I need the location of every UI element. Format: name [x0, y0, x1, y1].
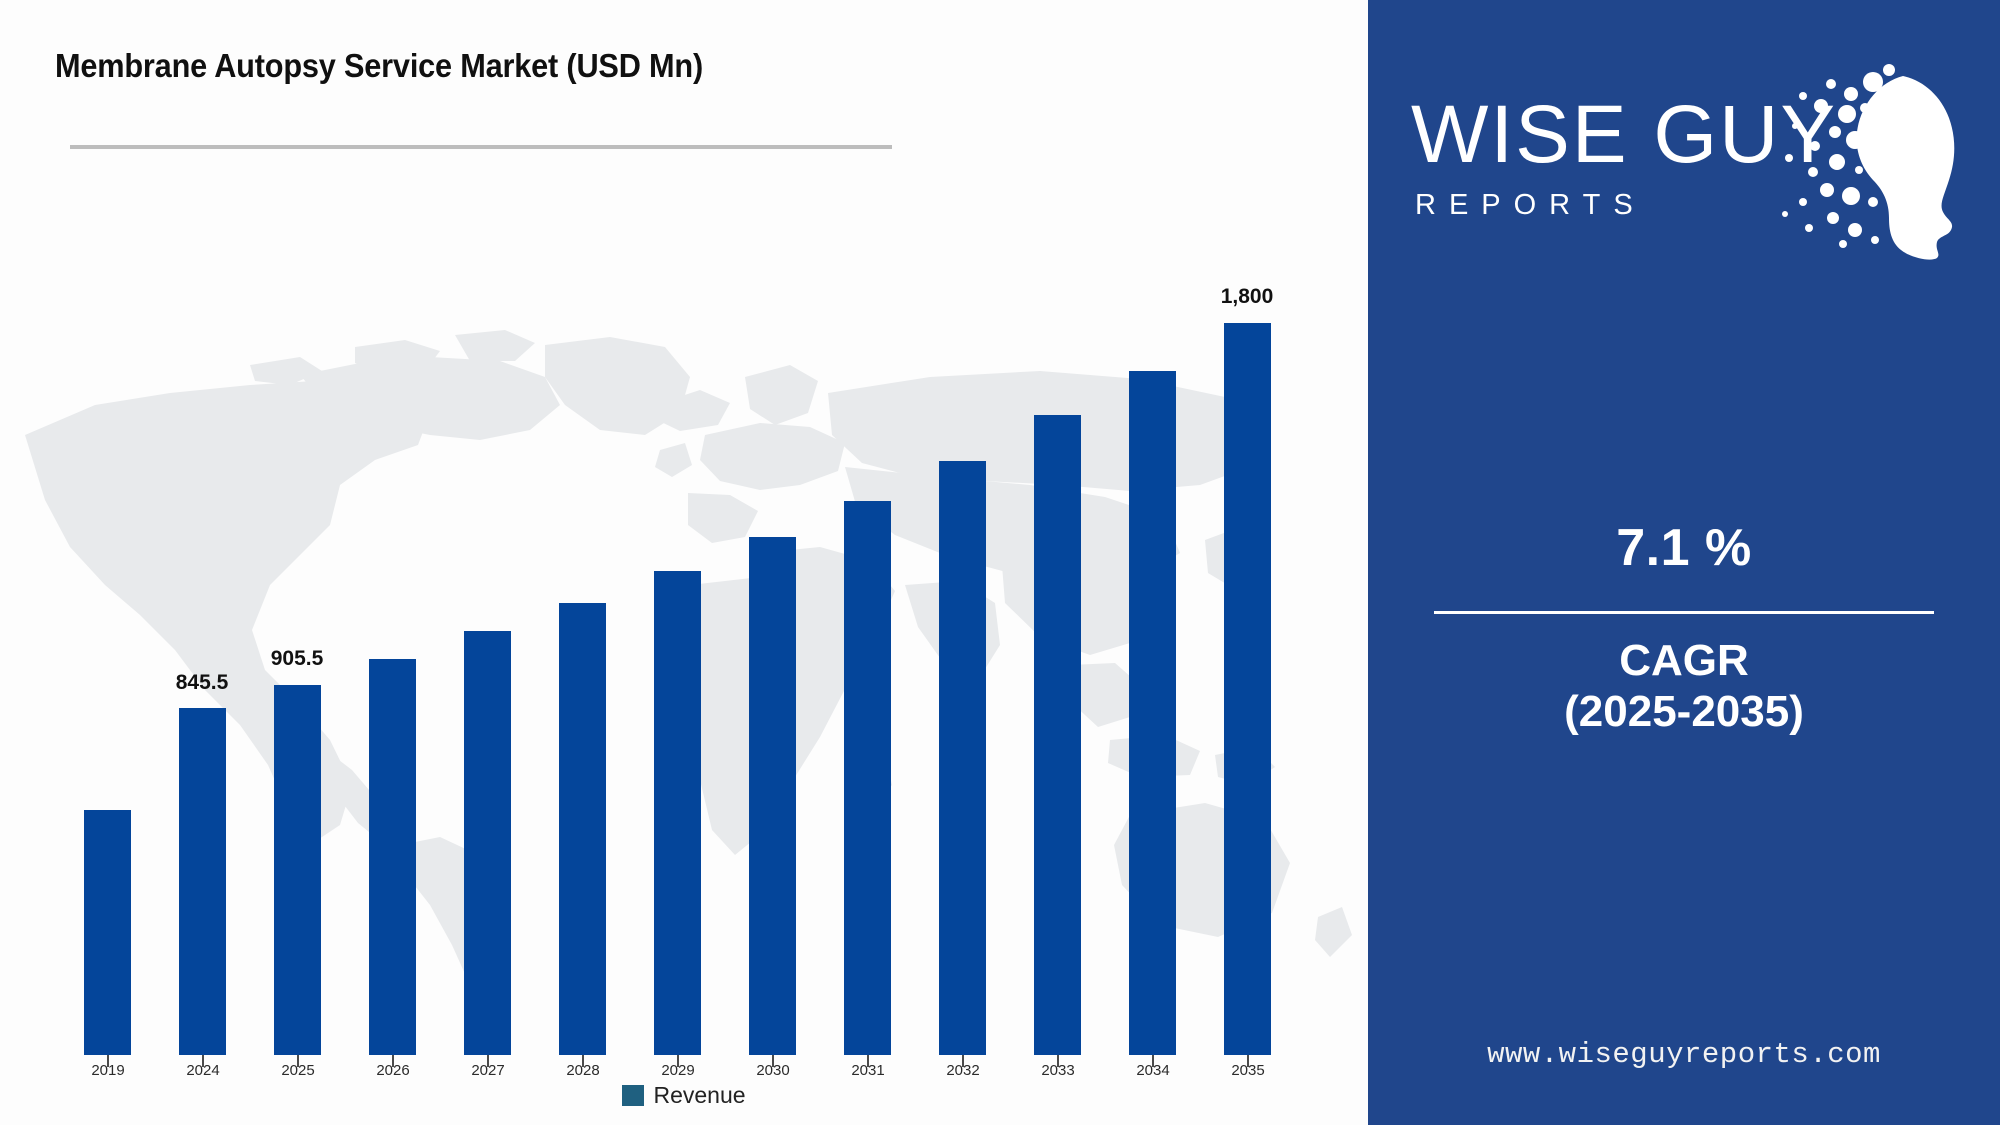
- bar-value-label-2024: 845.5: [175, 671, 229, 694]
- axis-tick-2025: [297, 1055, 299, 1067]
- axis-label-2032: 2032: [946, 1062, 980, 1079]
- site-url[interactable]: www.wiseguyreports.com: [1487, 1038, 1881, 1071]
- bar-2033[interactable]: [1034, 415, 1081, 1055]
- cagr-caption: CAGR (2025-2035): [1368, 636, 2000, 737]
- cagr-caption-line1: CAGR: [1619, 636, 1749, 686]
- axis-tick-2029: [677, 1055, 679, 1067]
- axis-tick-2032: [962, 1055, 964, 1067]
- cagr-caption-line2: (2025-2035): [1564, 686, 1804, 736]
- bar-value-label-2035: 1,800: [1220, 285, 1274, 308]
- bar-2031[interactable]: [844, 501, 891, 1055]
- bar-2028[interactable]: [559, 603, 606, 1055]
- axis-label-2026: 2026: [376, 1062, 410, 1079]
- cagr-value: 7.1 %: [1616, 519, 1752, 577]
- bar-value-label-2025: 905.5: [270, 647, 324, 670]
- bar-2035[interactable]: [1224, 323, 1271, 1055]
- axis-tick-2028: [582, 1055, 584, 1067]
- axis-label-2029: 2029: [661, 1062, 695, 1079]
- axis-label-2024: 2024: [186, 1062, 220, 1079]
- legend-swatch-icon: [622, 1085, 645, 1106]
- chart-legend[interactable]: Revenue: [0, 1082, 1368, 1109]
- axis-label-2019: 2019: [91, 1062, 125, 1079]
- title-divider: [70, 145, 892, 149]
- cagr-divider: [1434, 611, 1934, 615]
- bar-2027[interactable]: [464, 631, 511, 1055]
- axis-tick-2024: [202, 1055, 204, 1067]
- axis-tick-2034: [1152, 1055, 1154, 1067]
- page-title: Membrane Autopsy Service Market (USD Mn): [55, 47, 704, 84]
- bar-chart-plot: 845.5 905.5 1,800 2019 2024 2025 2026 20…: [84, 285, 1274, 1079]
- axis-label-2034: 2034: [1136, 1062, 1170, 1079]
- bar-2019[interactable]: [84, 810, 131, 1055]
- svg-text:WISE GUY: WISE GUY: [1411, 89, 1837, 180]
- bar-2034[interactable]: [1129, 371, 1176, 1055]
- bar-2029[interactable]: [654, 571, 701, 1055]
- wiseguy-reports-logo: WISE GUY REPORTS: [1403, 62, 1973, 262]
- axis-label-2027: 2027: [471, 1062, 505, 1079]
- bar-2024[interactable]: [179, 708, 226, 1055]
- chart-panel: Membrane Autopsy Service Market (USD Mn): [0, 0, 1369, 1125]
- cagr-block: 7.1 % CAGR (2025-2035): [1368, 519, 2000, 737]
- axis-label-2025: 2025: [281, 1062, 315, 1079]
- axis-label-2030: 2030: [756, 1062, 790, 1079]
- axis-tick-2033: [1057, 1055, 1059, 1067]
- bar-2026[interactable]: [369, 659, 416, 1055]
- axis-label-2033: 2033: [1041, 1062, 1075, 1079]
- brand-panel: WISE GUY REPORTS: [1368, 0, 2000, 1125]
- axis-tick-2019: [107, 1055, 109, 1067]
- axis-tick-2031: [867, 1055, 869, 1067]
- bar-2030[interactable]: [749, 537, 796, 1055]
- axis-label-2035: 2035: [1231, 1062, 1265, 1079]
- axis-label-2028: 2028: [566, 1062, 600, 1079]
- axis-tick-2035: [1247, 1055, 1249, 1067]
- axis-tick-2027: [487, 1055, 489, 1067]
- svg-text:REPORTS: REPORTS: [1415, 189, 1646, 221]
- axis-tick-2030: [772, 1055, 774, 1067]
- axis-tick-2026: [392, 1055, 394, 1067]
- bar-2032[interactable]: [939, 461, 986, 1055]
- bar-2025[interactable]: [274, 685, 321, 1055]
- axis-label-2031: 2031: [851, 1062, 885, 1079]
- legend-item-label: Revenue: [653, 1082, 746, 1108]
